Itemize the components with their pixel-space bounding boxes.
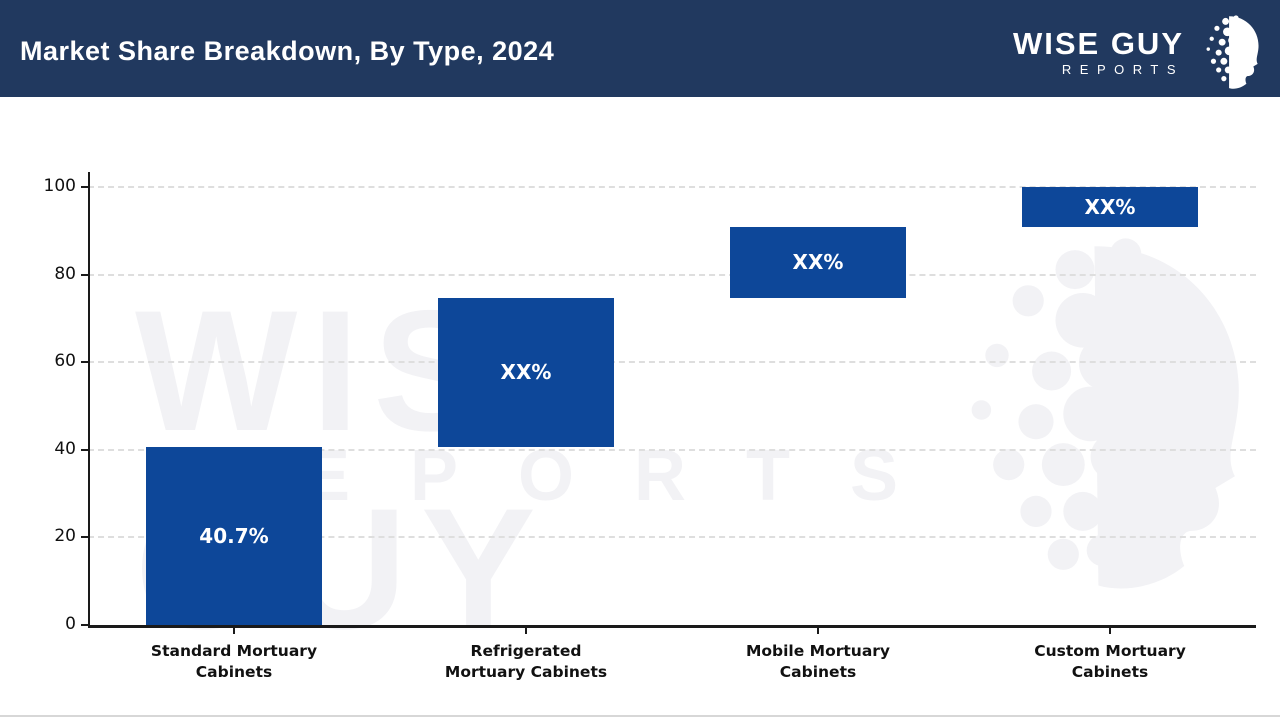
gridline-100 (88, 186, 1256, 188)
y-tick-label-100: 100 (43, 176, 76, 196)
gridline-20 (88, 536, 1256, 539)
bar-value-label: 40.7% (199, 523, 269, 548)
x-category-label-line: Standard Mortuary (150, 642, 318, 660)
y-tick-mark-20 (81, 536, 88, 539)
bar-value-label: XX% (1084, 194, 1136, 219)
brand-logo-text: WISE GUY REPORTS (1013, 28, 1184, 77)
footer-divider (0, 715, 1280, 717)
brand-face-icon (1206, 15, 1259, 89)
x-category-label-4: Custom Mortuary Cabinets (995, 641, 1225, 683)
gridline-80 (88, 273, 1256, 276)
x-category-label-line: Cabinets (1071, 662, 1149, 681)
gridline-40 (88, 448, 1256, 451)
x-axis-line (88, 625, 1256, 628)
y-tick-mark-60 (81, 361, 88, 364)
x-tick-mark-1 (233, 628, 235, 634)
brand-logo-line1: WISE GUY (1012, 26, 1184, 61)
x-category-label-line: Cabinets (779, 662, 857, 681)
gridline-60 (88, 361, 1256, 364)
x-tick-mark-2 (525, 628, 527, 634)
bar-value-label: XX% (500, 360, 552, 385)
bar-segment-4: XX% (1022, 187, 1198, 227)
bar-segment-3: XX% (730, 226, 906, 298)
chart: 0 20 40 60 80 100 40.7% Standard Mortuary Cabine… (0, 97, 1280, 700)
y-tick-label-0: 0 (65, 614, 76, 634)
y-tick-label-20: 20 (54, 526, 76, 547)
brand-logo: WISE GUY REPORTS (1012, 6, 1262, 92)
y-tick-mark-0 (81, 624, 88, 626)
page-title: Market Share Breakdown, By Type, 2024 (20, 36, 555, 66)
x-category-label-line: Cabinets (195, 662, 273, 681)
x-category-label-1: Standard Mortuary Cabinets (119, 641, 349, 683)
brand-logo-line2: REPORTS (1061, 62, 1184, 77)
y-tick-label-80: 80 (54, 263, 76, 284)
x-tick-mark-4 (1109, 628, 1111, 634)
x-category-label-2: Refrigerated Mortuary Cabinets (411, 641, 641, 683)
x-tick-mark-3 (817, 628, 819, 634)
x-category-label-line: Custom Mortuary (1034, 642, 1186, 660)
header-banner: Market Share Breakdown, By Type, 2024 WI… (0, 0, 1280, 97)
y-tick-mark-80 (81, 273, 88, 276)
y-tick-mark-40 (81, 448, 88, 451)
x-category-label-line: Mortuary Cabinets (444, 662, 608, 681)
y-tick-label-40: 40 (54, 438, 76, 459)
bar-segment-2: XX% (438, 297, 614, 447)
x-category-label-3: Mobile Mortuary Cabinets (703, 641, 933, 683)
bar-segment-1: 40.7% (146, 446, 322, 625)
y-axis-line (88, 172, 90, 625)
y-tick-label-60: 60 (54, 351, 76, 372)
x-category-label-line: Refrigerated (470, 642, 582, 660)
y-tick-mark-100 (81, 186, 88, 188)
x-category-label-line: Mobile Mortuary (745, 642, 891, 660)
bar-value-label: XX% (792, 250, 844, 275)
